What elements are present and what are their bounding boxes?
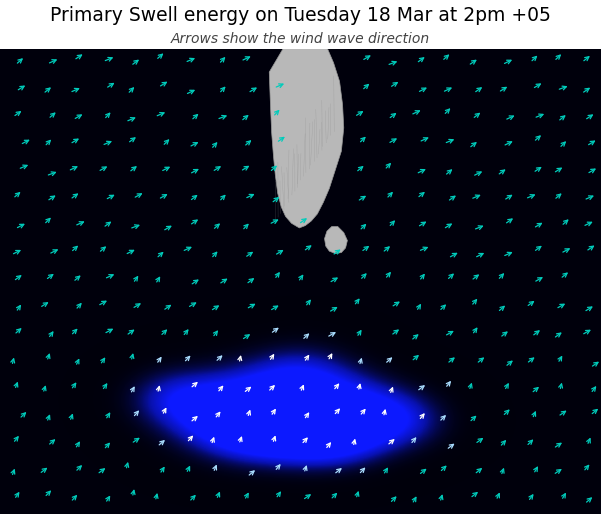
Text: Primary Swell energy on Tuesday 18 Mar at 2pm +05: Primary Swell energy on Tuesday 18 Mar a… [50,6,551,25]
Text: Arrows show the wind wave direction: Arrows show the wind wave direction [171,32,430,46]
Polygon shape [269,40,344,228]
Polygon shape [325,227,347,253]
